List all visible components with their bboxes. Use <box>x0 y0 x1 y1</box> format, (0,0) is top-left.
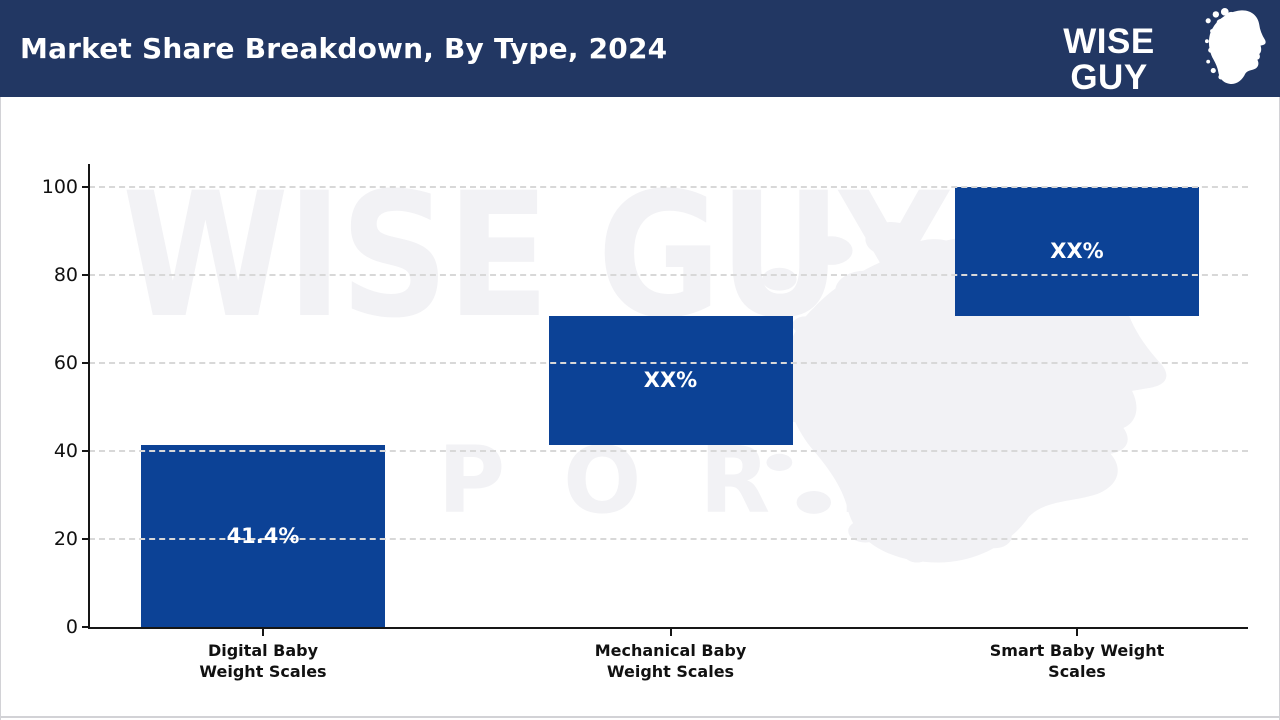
category-label-line: Mechanical Baby <box>594 641 747 660</box>
y-tick-label-60: 60 <box>53 352 78 374</box>
bar-value-label-1: 41.4% <box>226 523 300 548</box>
y-tick-label-20: 20 <box>53 528 78 550</box>
x-tick-mark-3 <box>1076 629 1078 636</box>
y-tick-mark-80 <box>82 274 89 276</box>
gridline-40 <box>89 450 1248 452</box>
y-tick-mark-0 <box>82 626 89 628</box>
chart-title: Market Share Breakdown, By Type, 2024 <box>20 32 668 65</box>
x-axis-line <box>88 627 1248 629</box>
bar-value-label-2: XX% <box>643 368 698 393</box>
wise-guy-reports-logo: WISE GUY REPORTS <box>1020 6 1270 113</box>
y-tick-label-100: 100 <box>41 176 78 198</box>
gridline-80 <box>89 274 1248 276</box>
logo-brand-text: WISE GUY <box>1063 22 1155 97</box>
bottom-border-line <box>0 716 1280 718</box>
category-label-3: Smart Baby Weight Scales <box>990 640 1164 682</box>
category-label-1: Digital Baby Weight Scales <box>199 640 326 682</box>
y-tick-mark-100 <box>82 186 89 188</box>
y-tick-mark-60 <box>82 362 89 364</box>
category-label-line: Digital Baby <box>207 641 319 660</box>
x-tick-mark-1 <box>262 629 264 636</box>
gridline-100 <box>89 186 1248 188</box>
y-tick-mark-20 <box>82 538 89 540</box>
gridline-60 <box>89 362 1248 364</box>
bar-segment-2 <box>548 315 793 445</box>
category-label-line: Scales <box>1048 662 1106 681</box>
y-tick-mark-40 <box>82 450 89 452</box>
bar-segment-1 <box>141 444 385 627</box>
y-tick-label-40: 40 <box>53 440 78 462</box>
bar-value-label-3: XX% <box>1050 239 1104 264</box>
category-label-2: Mechanical Baby Weight Scales <box>595 640 747 682</box>
watermark: WISE GUY REPORTS <box>0 97 1280 720</box>
bar-segment-3 <box>955 187 1199 316</box>
y-tick-label-0: 0 <box>65 616 78 638</box>
logo-face-dots-icon <box>1204 8 1266 84</box>
gridline-20 <box>89 538 1248 540</box>
category-label-line: Smart Baby Weight <box>989 641 1165 660</box>
logo-reports-text: REPORTS <box>1056 98 1170 113</box>
category-label-line: Weight Scales <box>606 662 735 681</box>
x-tick-mark-2 <box>669 629 672 636</box>
header-bar: Market Share Breakdown, By Type, 2024 WI… <box>0 0 1280 113</box>
left-border-line <box>0 97 1 720</box>
logo-text: WISE GUY REPORTS <box>1020 22 1198 114</box>
y-tick-label-80: 80 <box>53 264 78 286</box>
y-axis-line <box>88 164 90 629</box>
category-label-line: Weight Scales <box>199 662 327 681</box>
